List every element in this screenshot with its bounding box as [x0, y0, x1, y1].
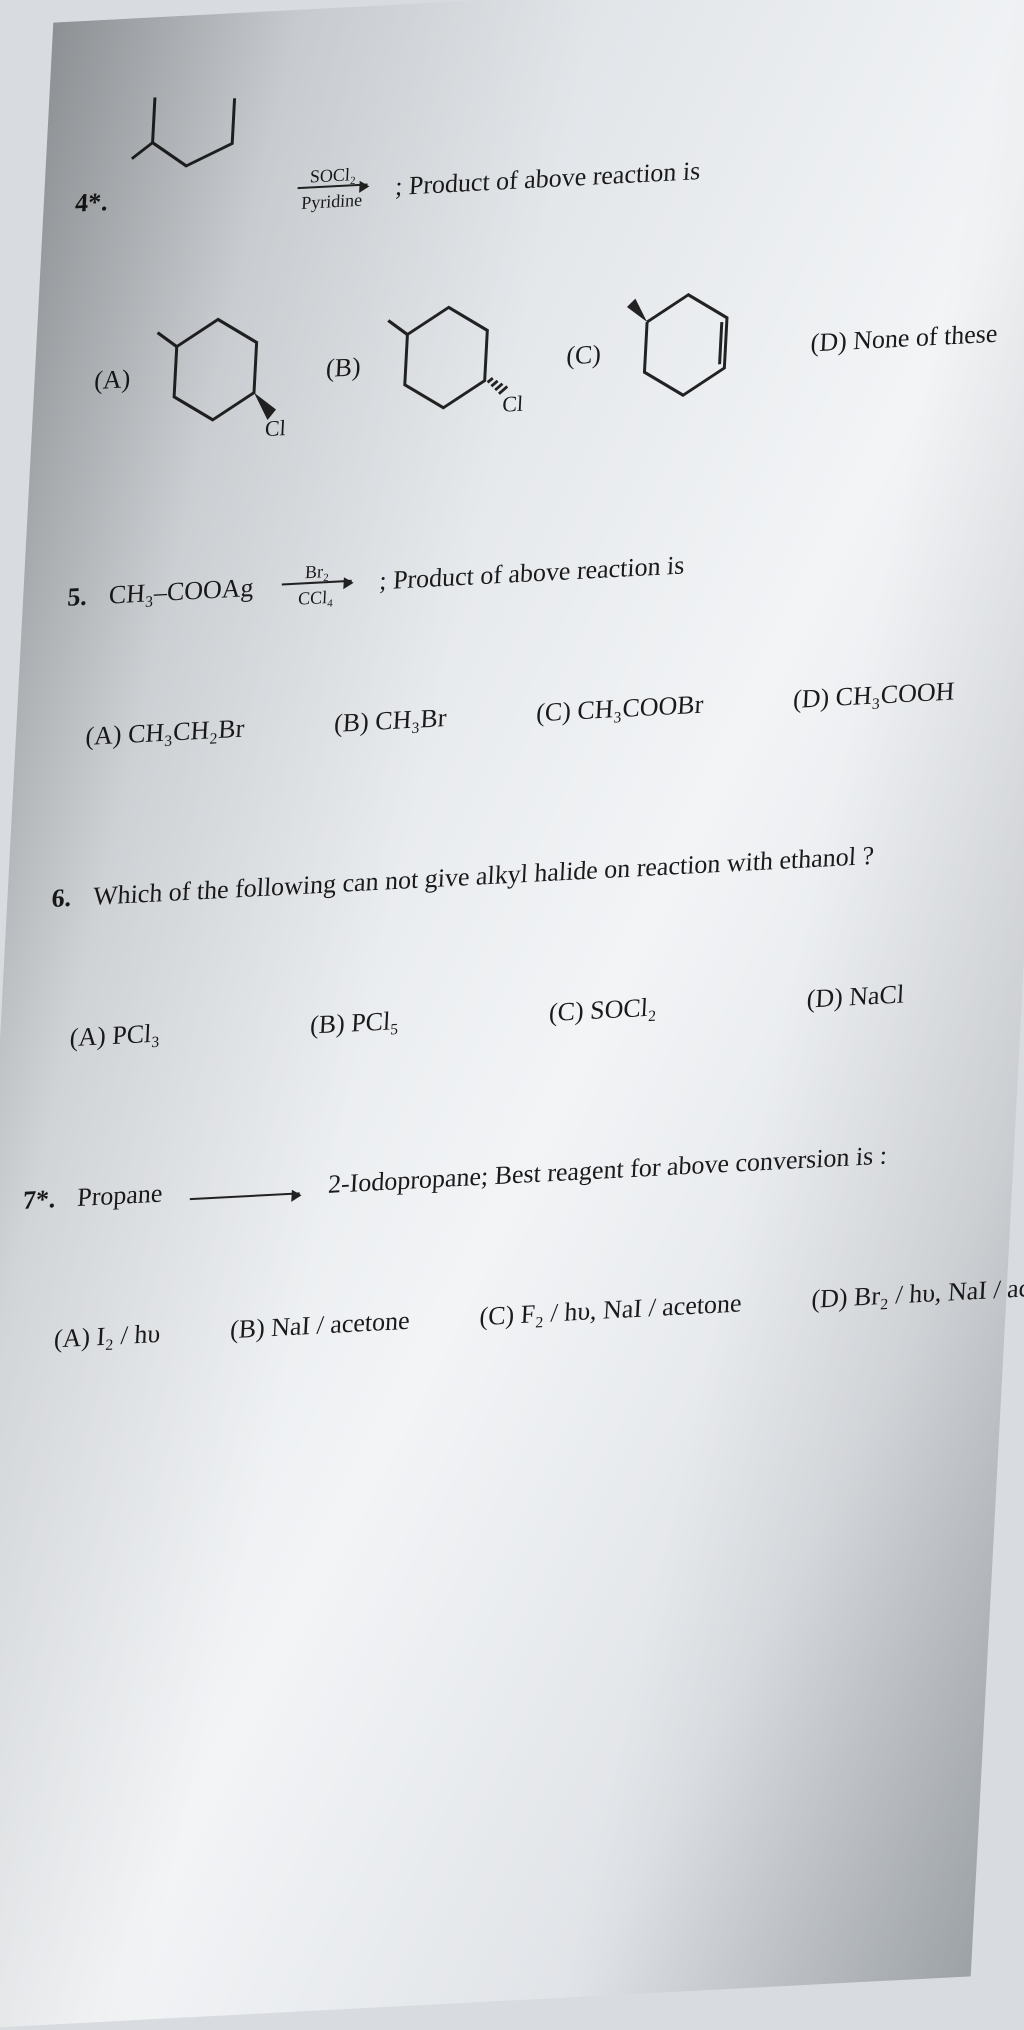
- q7-optD: (D) Br₂ / hυ, NaI / ac: [811, 1273, 1024, 1315]
- q4-optA-Cl: Cl: [264, 415, 286, 441]
- q7-options: (A) I₂ / hυ (B) NaI / acetone (C) F₂ / h…: [53, 1273, 1024, 1354]
- q7-optC: (C) F₂ / hυ, NaI / acetone: [479, 1288, 743, 1332]
- q5-arrow-wrap: Br₂ CCl₄: [275, 571, 358, 593]
- q4-optC-structure: [607, 276, 764, 424]
- q4-optB-label: (B): [325, 352, 361, 384]
- q7-stem-right: 2-Iodopropane; Best reagent for above co…: [327, 1141, 887, 1200]
- q4-reagent-top: SOCl₂: [298, 164, 369, 189]
- q5-formula: CH₃–COOAg: [108, 573, 254, 611]
- q5-optA: (A) CH₃CH₂Br: [85, 714, 245, 752]
- q6-optD: (D) NaCl: [806, 979, 905, 1014]
- q6-number: 6.: [26, 883, 72, 915]
- q4-optC-label: (C): [566, 339, 602, 371]
- q5-number: 5.: [42, 582, 88, 614]
- q4-options: (A) Cl (B) Cl (C): [91, 263, 1002, 451]
- q5-options: (A) CH₃CH₂Br (B) CH₃Br (C) CH₃COOBr (D) …: [85, 676, 955, 752]
- q6-optA: (A) PCl₃: [69, 1018, 161, 1053]
- q4-optB-structure: Cl: [367, 288, 534, 437]
- q5-stem: 5. CH₃–COOAg Br₂ CCl₄ ; Product of above…: [42, 550, 685, 614]
- q4-stem-tail: ; Product of above reaction is: [394, 156, 701, 202]
- q7-stem: 7*. Propane 2-Iodopropane; Best reagent …: [11, 1141, 888, 1217]
- q4-stem: 4*. SOCl₂ Pyridine ; Product of above re…: [63, 59, 706, 220]
- q5-optC: (C) CH₃COOBr: [535, 690, 704, 729]
- q4-arrow-wrap: SOCl₂ Pyridine: [291, 175, 374, 197]
- q7-stem-left: Propane: [77, 1178, 164, 1213]
- q6-stem-text: Which of the following can not give alky…: [92, 841, 874, 912]
- q6-stem: 6. Which of the following can not give a…: [26, 841, 874, 916]
- q4-optD: (D) None of these: [810, 319, 998, 359]
- q7-arrow: [190, 1192, 300, 1200]
- q5-reagent-bot: CCl₄: [280, 586, 351, 611]
- q4-optA-structure: Cl: [137, 300, 294, 448]
- q7-optB: (B) NaI / acetone: [229, 1306, 410, 1346]
- q4-reagent-bot: Pyridine: [296, 190, 367, 215]
- q6-optB: (B) PCl₅: [309, 1006, 400, 1041]
- q6-options: (A) PCl₃ (B) PCl₅ (C) SOCl₂ (D) NaCl: [69, 979, 905, 1053]
- q7-optA: (A) I₂ / hυ: [53, 1319, 161, 1355]
- q7-number: 7*.: [11, 1184, 57, 1216]
- q4-optB-Cl: Cl: [501, 391, 523, 417]
- q5-optD: (D) CH₃COOH: [792, 676, 955, 715]
- q4-optA-label: (A): [93, 364, 131, 396]
- q5-arrow: Br₂ CCl₄: [282, 580, 352, 586]
- q5-reagent-top: Br₂: [282, 560, 353, 585]
- q5-stem-tail: ; Product of above reaction is: [379, 550, 686, 596]
- q4-reactant-structure: [129, 81, 275, 209]
- q4-number: 4*.: [63, 187, 109, 219]
- q4-arrow: SOCl₂ Pyridine: [298, 184, 368, 190]
- page: 4*. SOCl₂ Pyridine ; Product of above re…: [0, 0, 1024, 2030]
- q5-optB: (B) CH₃Br: [333, 703, 447, 739]
- q6-optC: (C) SOCl₂: [548, 992, 657, 1028]
